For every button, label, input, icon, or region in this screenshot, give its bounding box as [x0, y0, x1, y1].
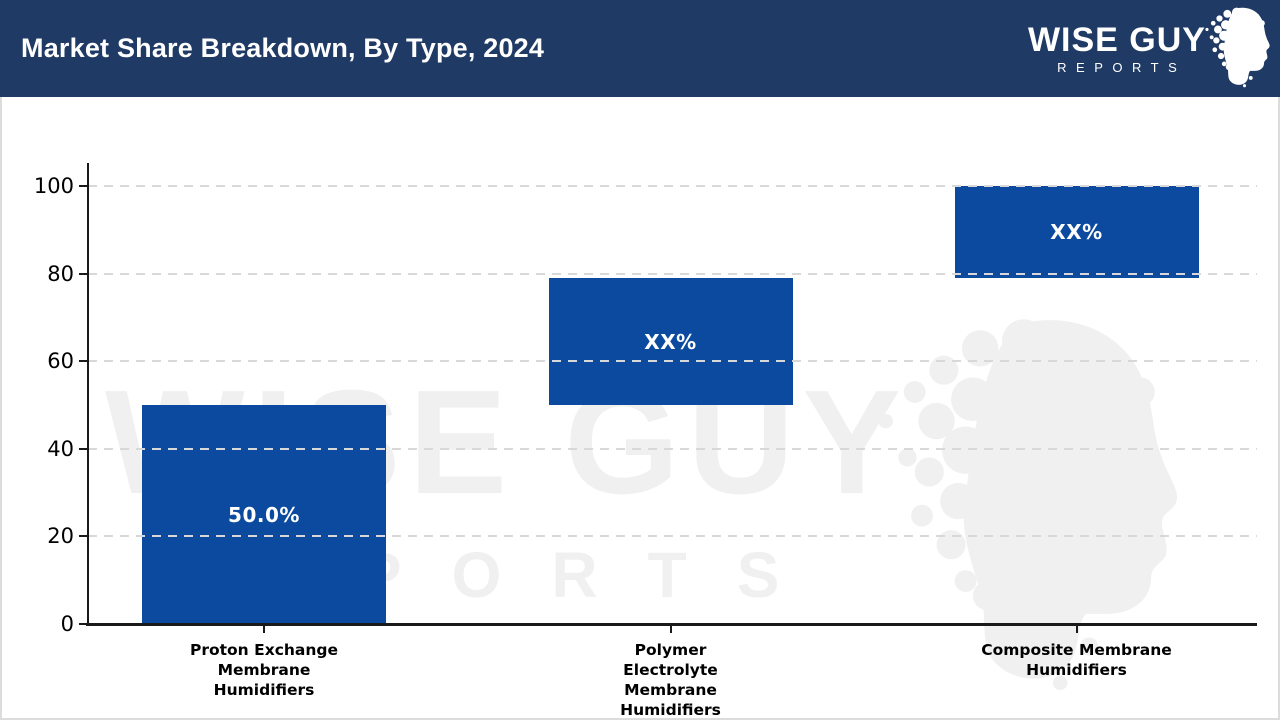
chart-canvas: WISE GUY REPORTS — [0, 97, 1280, 720]
logo-wordmark: WISE GUY — [1027, 20, 1206, 59]
watermark-wordmark: WISE GUY — [105, 360, 910, 525]
logo-head-icon — [1205, 7, 1270, 88]
watermark-subtitle: REPORTS — [170, 539, 830, 611]
page-title: Market Share Breakdown, By Type, 2024 — [21, 33, 545, 63]
header-bar: Market Share Breakdown, By Type, 2024 WI… — [0, 0, 1280, 97]
watermark-head-icon — [878, 319, 1178, 691]
wise-guy-reports-logo: WISE GUY REPORTS — [1028, 6, 1272, 92]
logo-text: WISE GUY REPORTS — [1028, 23, 1206, 76]
logo-subtitle: REPORTS — [1057, 59, 1187, 75]
